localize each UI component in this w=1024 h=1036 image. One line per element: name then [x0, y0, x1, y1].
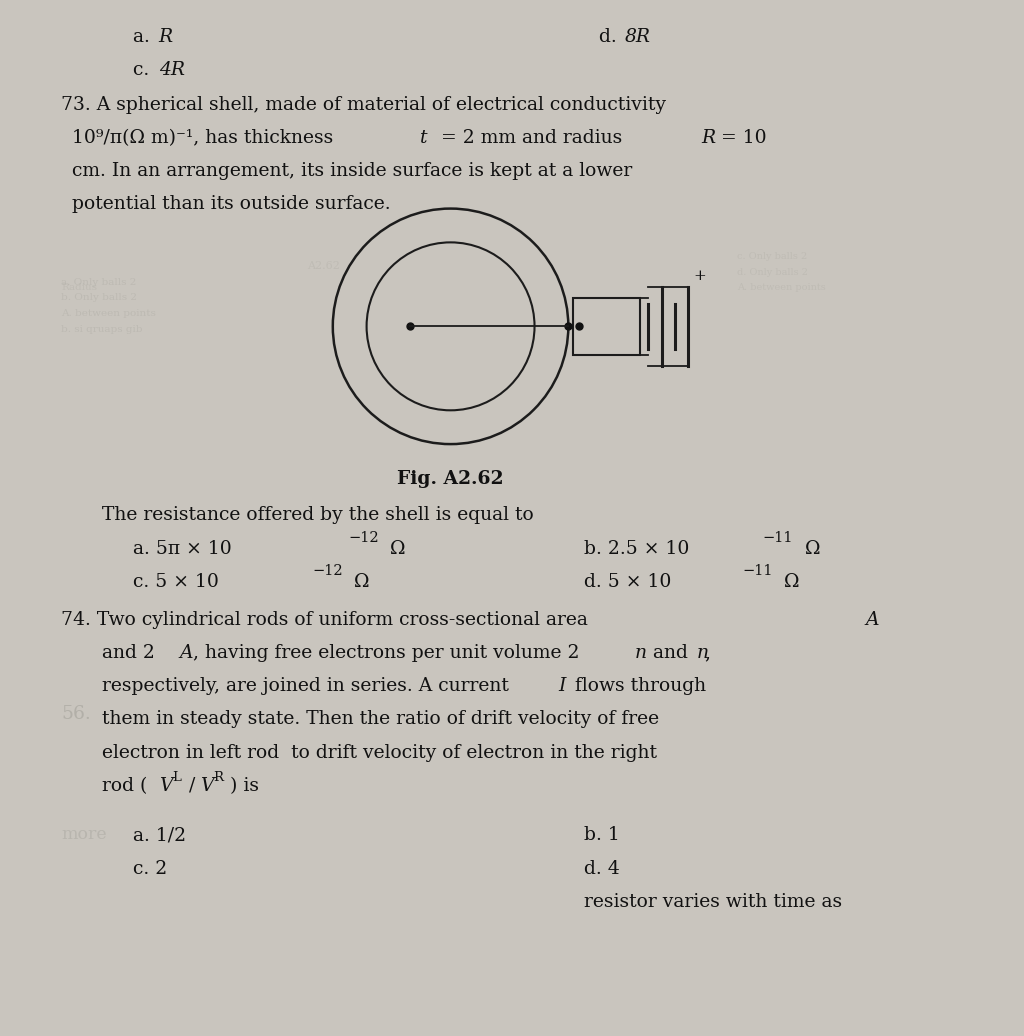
Text: and 2: and 2 — [102, 644, 156, 662]
Text: A. between points: A. between points — [61, 309, 157, 318]
Text: V: V — [200, 777, 213, 795]
Text: and: and — [647, 644, 694, 662]
Text: Ω: Ω — [384, 540, 406, 557]
Text: 8R: 8R — [625, 28, 650, 46]
Text: ,: , — [705, 644, 711, 662]
Text: cm. In an arrangement, its inside surface is kept at a lower: cm. In an arrangement, its inside surfac… — [72, 163, 632, 180]
Text: a. Only balls 2: a. Only balls 2 — [61, 278, 137, 287]
Text: 74. Two cylindrical rods of uniform cross-sectional area: 74. Two cylindrical rods of uniform cros… — [61, 611, 594, 629]
Text: a. 5π × 10: a. 5π × 10 — [133, 540, 231, 557]
Text: Ω: Ω — [778, 573, 800, 591]
Text: d. 5 × 10: d. 5 × 10 — [584, 573, 671, 591]
Text: 73. A spherical shell, made of material of electrical conductivity: 73. A spherical shell, made of material … — [61, 96, 667, 114]
Text: V: V — [159, 777, 172, 795]
Text: electron in left rod  to drift velocity of electron in the right: electron in left rod to drift velocity o… — [102, 744, 657, 761]
Text: rod (: rod ( — [102, 777, 147, 795]
Text: c. 5 × 10: c. 5 × 10 — [133, 573, 219, 591]
Text: A: A — [179, 644, 193, 662]
Text: R: R — [701, 130, 716, 147]
Text: A2.62: A2.62 — [307, 261, 340, 271]
Text: = 10: = 10 — [715, 130, 766, 147]
Text: n: n — [635, 644, 647, 662]
Text: 4R: 4R — [159, 61, 184, 79]
Bar — [573, 297, 640, 354]
Text: I: I — [558, 678, 565, 695]
Text: t: t — [420, 130, 427, 147]
Text: b. 1: b. 1 — [584, 827, 620, 844]
Text: Ω: Ω — [348, 573, 370, 591]
Text: resistor varies with time as: resistor varies with time as — [584, 893, 842, 911]
Text: more: more — [61, 827, 108, 843]
Text: 10⁹/π(Ω m)⁻¹, has thickness: 10⁹/π(Ω m)⁻¹, has thickness — [72, 130, 339, 147]
Text: respectively, are joined in series. A current: respectively, are joined in series. A cu… — [102, 678, 515, 695]
Text: them in steady state. Then the ratio of drift velocity of free: them in steady state. Then the ratio of … — [102, 711, 659, 728]
Text: = 2 mm and radius: = 2 mm and radius — [435, 130, 629, 147]
Text: L: L — [172, 772, 181, 784]
Text: 56.: 56. — [61, 706, 91, 723]
Text: flows through: flows through — [569, 678, 707, 695]
Text: a. 1/2: a. 1/2 — [133, 827, 186, 844]
Text: a.: a. — [133, 28, 156, 46]
Text: Radius: Radius — [61, 283, 97, 292]
Text: d. 4: d. 4 — [584, 860, 620, 877]
Text: Fig. A2.62: Fig. A2.62 — [397, 470, 504, 488]
Text: −12: −12 — [348, 531, 379, 545]
Text: A: A — [865, 611, 879, 629]
Text: b. Only balls 2: b. Only balls 2 — [61, 293, 137, 303]
Text: c. 2: c. 2 — [133, 860, 167, 877]
Text: A. between points: A. between points — [737, 283, 826, 292]
Text: −11: −11 — [742, 565, 773, 578]
Text: n: n — [696, 644, 709, 662]
Text: d.: d. — [599, 28, 623, 46]
Text: Ω: Ω — [799, 540, 820, 557]
Text: b. 2.5 × 10: b. 2.5 × 10 — [584, 540, 689, 557]
Text: −11: −11 — [763, 531, 794, 545]
Text: b. si qruaps gib: b. si qruaps gib — [61, 324, 143, 334]
Text: ) is: ) is — [230, 777, 259, 795]
Text: R: R — [213, 772, 223, 784]
Text: d. Only balls 2: d. Only balls 2 — [737, 267, 808, 277]
Text: The resistance offered by the shell is equal to: The resistance offered by the shell is e… — [102, 507, 535, 524]
Text: −12: −12 — [312, 565, 343, 578]
Text: /: / — [189, 777, 196, 795]
Text: potential than its outside surface.: potential than its outside surface. — [72, 196, 390, 213]
Text: +: + — [693, 268, 706, 283]
Text: c. Only balls 2: c. Only balls 2 — [737, 252, 808, 261]
Text: c.: c. — [133, 61, 156, 79]
Text: R: R — [159, 28, 173, 46]
Text: , having free electrons per unit volume 2: , having free electrons per unit volume … — [193, 644, 579, 662]
